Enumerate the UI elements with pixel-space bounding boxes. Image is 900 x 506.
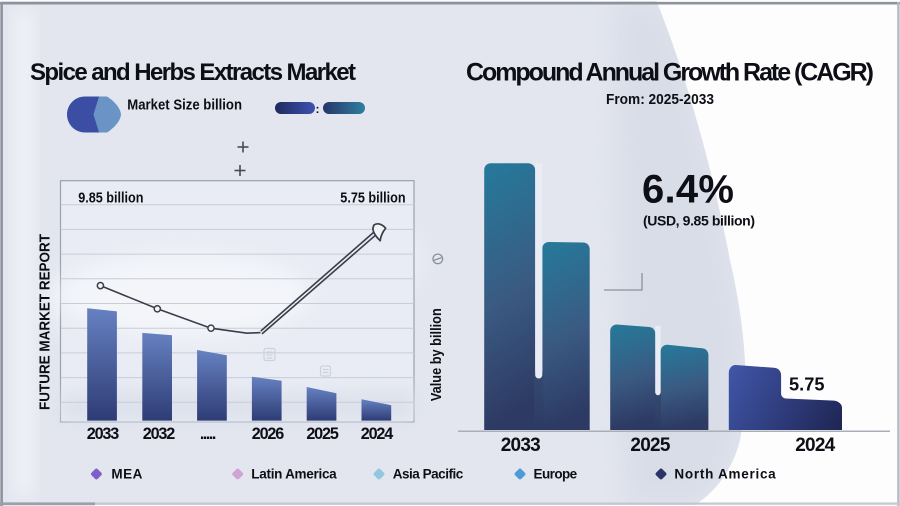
svg-text:MEA: MEA <box>111 467 142 482</box>
svg-text:2025: 2025 <box>306 425 339 443</box>
svg-text:Value by billion: Value by billion <box>429 308 445 401</box>
svg-text:Spice and Herbs Extracts Marke: Spice and Herbs Extracts Market <box>30 59 356 86</box>
svg-text:5.75: 5.75 <box>789 375 825 395</box>
svg-text:Europe: Europe <box>534 467 578 482</box>
svg-text:6.4%: 6.4% <box>642 167 734 211</box>
svg-text:Market Size billion: Market Size billion <box>127 97 242 114</box>
svg-text:From: 2025-2033: From: 2025-2033 <box>606 91 714 108</box>
svg-text:.....: ..... <box>200 425 216 443</box>
svg-text:Compound Annual Growth Rate (C: Compound Annual Growth Rate (CAGR) <box>466 58 874 86</box>
svg-text:North America: North America <box>674 467 776 482</box>
svg-text:(USD, 9.85 billion): (USD, 9.85 billion) <box>643 213 755 229</box>
svg-text:2033: 2033 <box>501 435 541 456</box>
svg-text:Latin America: Latin America <box>251 467 337 482</box>
svg-text:2025: 2025 <box>630 435 670 456</box>
svg-text:Asia Pacific: Asia Pacific <box>393 467 464 482</box>
svg-text::: : <box>316 102 320 116</box>
svg-text:9.85 billion: 9.85 billion <box>78 191 143 207</box>
svg-text:FUTURE MARKET REPORT: FUTURE MARKET REPORT <box>37 234 54 410</box>
svg-text:2033: 2033 <box>87 425 120 443</box>
svg-text:2026: 2026 <box>252 425 285 443</box>
svg-text:2024: 2024 <box>795 435 835 456</box>
svg-text:5.75 billion: 5.75 billion <box>340 191 405 207</box>
svg-text:2024: 2024 <box>361 425 394 443</box>
svg-text:2032: 2032 <box>143 425 176 443</box>
